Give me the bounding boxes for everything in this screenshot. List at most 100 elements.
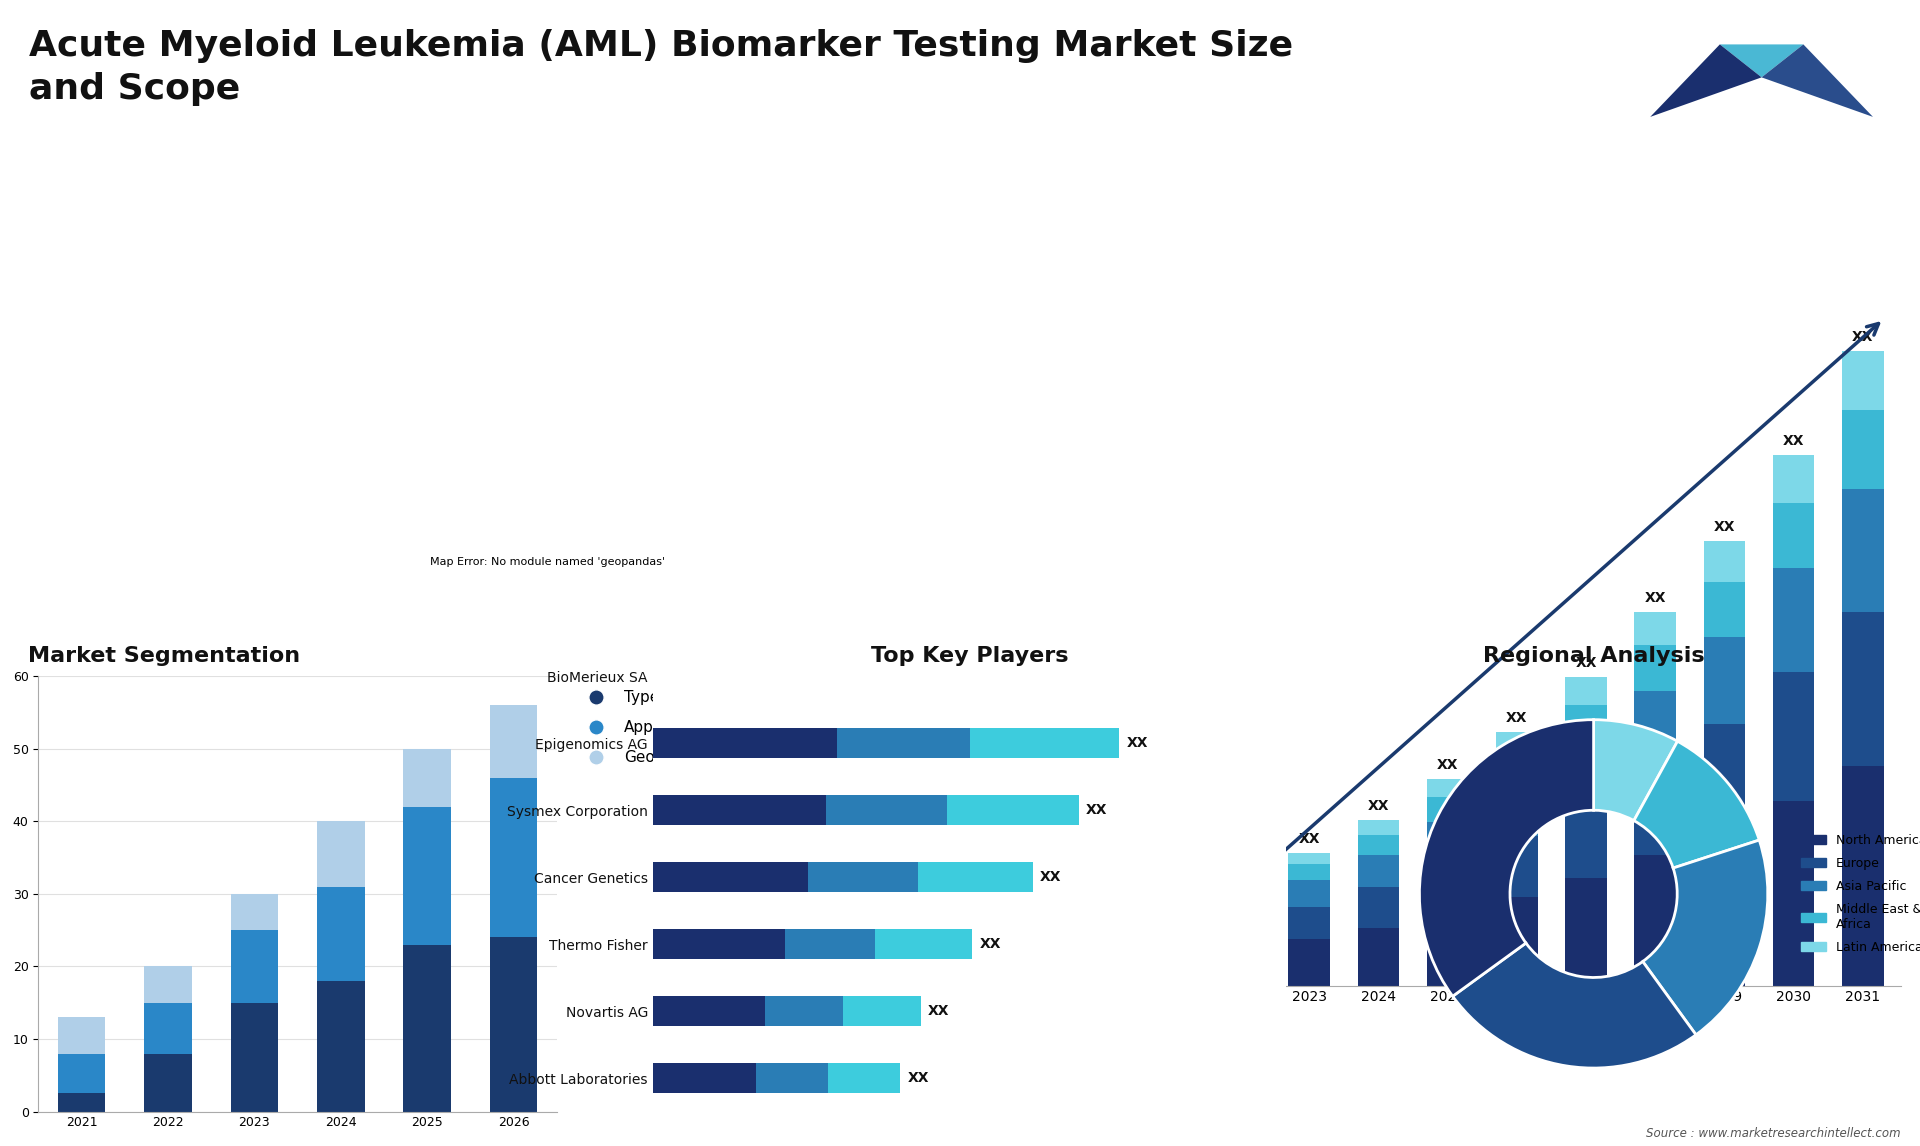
Bar [1150,917,1192,934]
Bar [843,996,922,1027]
Bar [1219,903,1261,924]
Wedge shape [1594,720,1678,821]
Bar [1841,351,1884,410]
Bar [317,822,365,887]
Text: XX: XX [1041,870,1062,885]
Bar [1357,887,1400,928]
Bar [1150,898,1192,905]
Bar [1565,677,1607,705]
Title: Top Key Players: Top Key Players [872,646,1068,666]
Bar [1357,834,1400,855]
Bar [1772,503,1814,568]
Polygon shape [1763,45,1874,117]
Bar [829,1063,900,1093]
Text: Market Segmentation: Market Segmentation [29,646,300,666]
Bar [1634,691,1676,764]
Bar [1288,880,1331,906]
Bar [1565,878,1607,986]
Bar [1150,905,1192,917]
Bar [490,937,538,1112]
Text: Source : www.marketresearchintellect.com: Source : www.marketresearchintellect.com [1645,1128,1901,1140]
Bar [230,894,278,931]
Bar [1841,767,1884,986]
Bar [837,728,970,759]
Bar [230,931,278,1003]
Bar [1841,489,1884,612]
Bar [808,862,918,893]
Bar [653,862,808,893]
Bar [1496,754,1538,785]
Bar [1219,881,1261,890]
Wedge shape [1634,741,1759,868]
Wedge shape [1644,840,1768,1035]
Bar [1219,924,1261,949]
Text: XX: XX [1784,434,1805,448]
Bar [1427,798,1469,822]
Bar [1565,705,1607,744]
Text: Map Error: No module named 'geopandas': Map Error: No module named 'geopandas' [430,557,664,566]
Bar [1288,906,1331,940]
Bar [653,929,785,959]
Bar [403,748,451,807]
Bar [1565,803,1607,878]
Text: XX: XX [908,1072,929,1085]
Bar [1496,835,1538,897]
Bar [1496,897,1538,986]
Legend: Type, Application, Geography: Type, Application, Geography [574,684,716,771]
Text: Acute Myeloid Leukemia (AML) Biomarker Testing Market Size
and Scope: Acute Myeloid Leukemia (AML) Biomarker T… [29,29,1292,107]
Bar [1288,853,1331,864]
Bar [1634,764,1676,855]
Bar [1496,785,1538,835]
Bar [1150,934,1192,955]
Bar [1427,912,1469,986]
Text: XX: XX [1574,657,1597,670]
Bar [58,1053,106,1093]
Polygon shape [1649,45,1874,117]
Bar [403,807,451,944]
Text: XX: XX [979,937,1000,951]
Bar [1634,612,1676,645]
Text: XX: XX [1853,330,1874,344]
Bar [1427,822,1469,863]
Wedge shape [1453,943,1695,1068]
Bar [1841,612,1884,767]
Bar [317,887,365,981]
Text: XX: XX [1160,878,1181,892]
Bar [970,728,1119,759]
Text: XX: XX [1127,736,1148,751]
Bar [1772,672,1814,801]
Text: INTELLECT: INTELLECT [1740,133,1784,142]
Bar [1841,410,1884,489]
Legend: North America, Europe, Asia Pacific, Middle East &
Africa, Latin America: North America, Europe, Asia Pacific, Mid… [1795,829,1920,959]
Bar [1288,864,1331,880]
Bar [58,1018,106,1053]
Bar [58,1093,106,1112]
Bar [1565,744,1607,803]
Bar [1427,779,1469,798]
Wedge shape [1419,720,1594,996]
Bar [490,705,538,778]
Text: XX: XX [1367,799,1390,814]
Bar [1357,928,1400,986]
Bar [1772,568,1814,672]
Bar [1634,645,1676,691]
Text: MARKET: MARKET [1740,118,1784,127]
Bar [947,795,1079,825]
Bar [317,981,365,1112]
Bar [144,1003,192,1053]
Bar [756,1063,829,1093]
Polygon shape [1649,45,1763,117]
Bar [1703,541,1745,582]
Text: XX: XX [1436,759,1459,772]
Bar [1219,949,1261,986]
Bar [1150,955,1192,986]
Text: XX: XX [1715,520,1736,534]
Text: XX: XX [1229,861,1250,874]
Text: XX: XX [1505,711,1528,724]
Bar [230,1003,278,1112]
Text: RESEARCH: RESEARCH [1736,126,1788,134]
Text: XX: XX [1644,591,1667,605]
Bar [144,1053,192,1112]
Bar [1703,582,1745,637]
Text: XX: XX [1087,803,1108,817]
